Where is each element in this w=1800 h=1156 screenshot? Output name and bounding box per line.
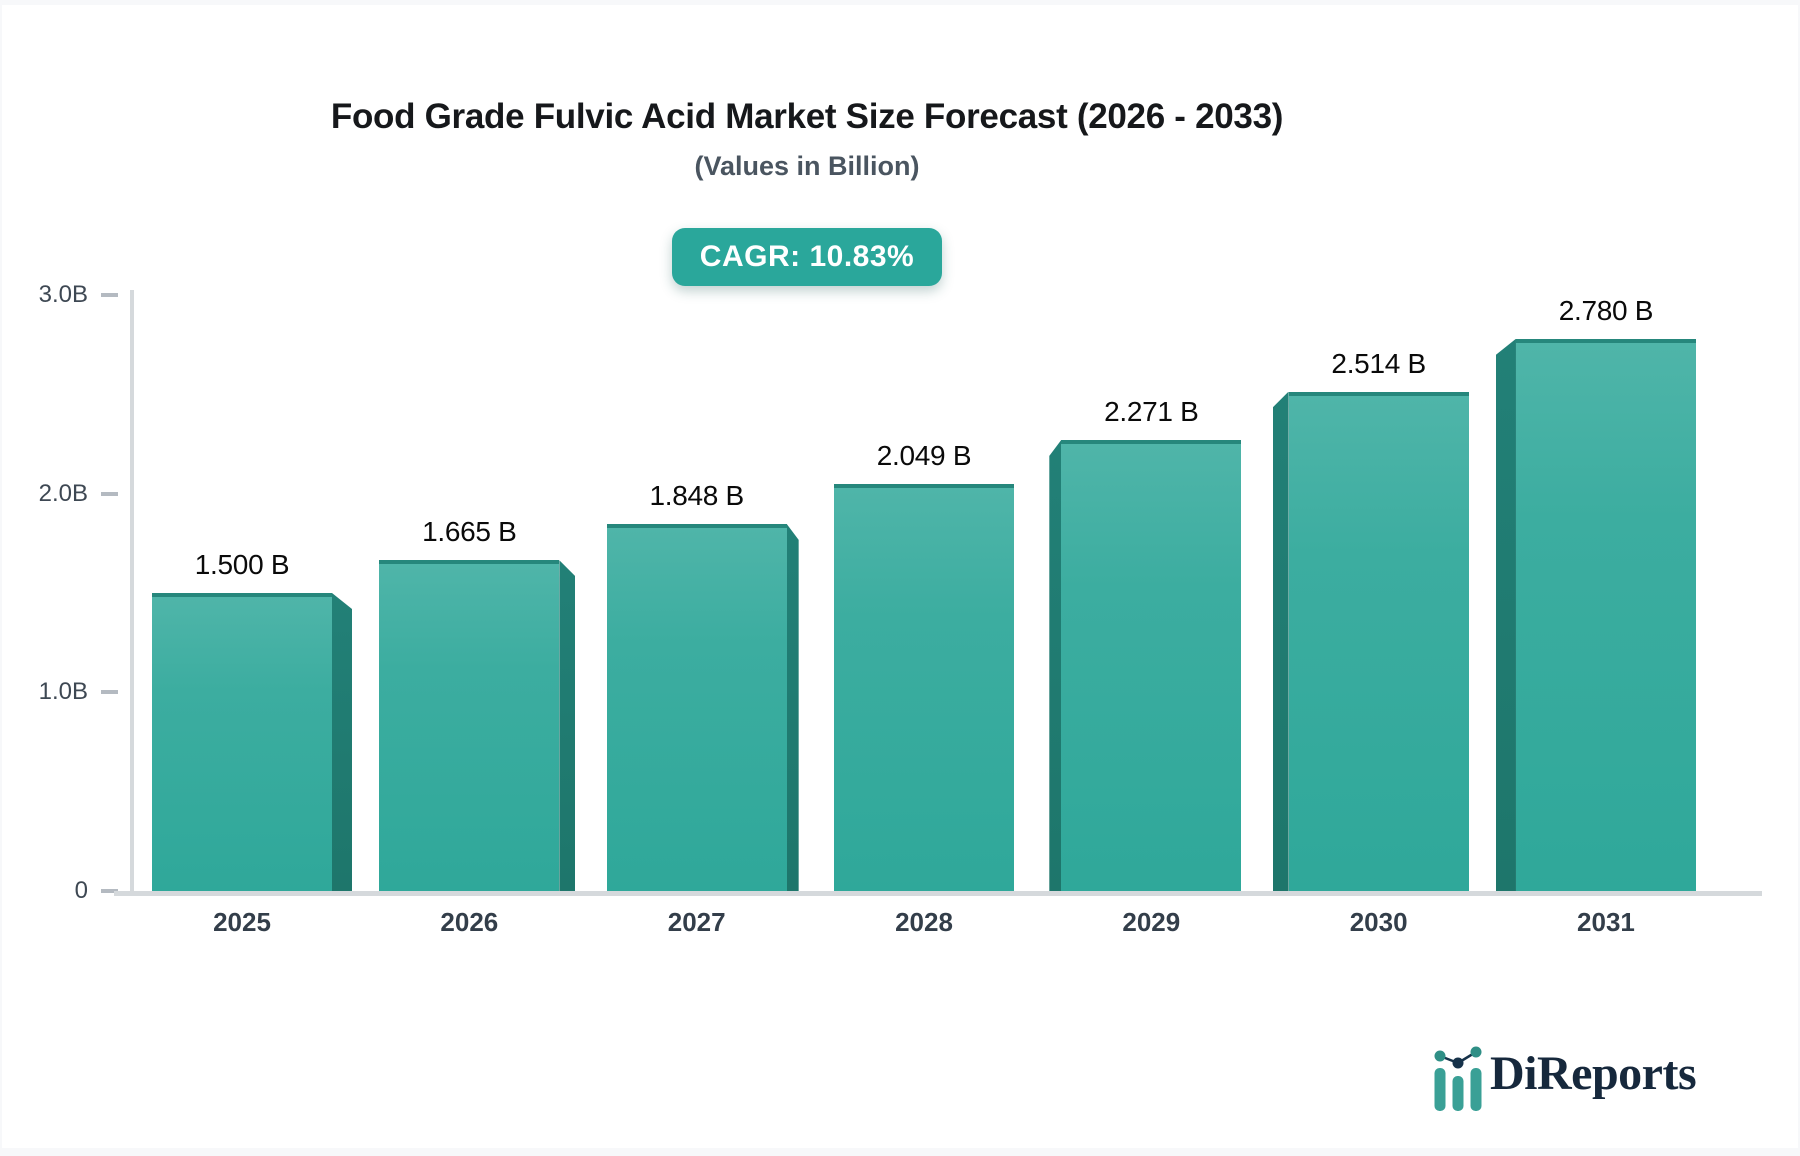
bar: [1495, 338, 1696, 891]
y-tick-dash: [101, 491, 118, 496]
x-axis-line: [114, 891, 1762, 896]
bar: [1272, 391, 1469, 891]
bar: [152, 593, 352, 891]
bar: [1049, 439, 1242, 891]
x-axis-label: 2026: [440, 907, 499, 937]
bar-face: [1061, 439, 1242, 891]
x-axis-label: 2031: [1577, 907, 1635, 937]
bar-side: [1049, 439, 1062, 891]
bar-face: [379, 560, 560, 891]
bar-side: [1272, 391, 1289, 891]
bar-value-label: 2.049 B: [876, 439, 972, 471]
bar-face: [833, 483, 1014, 891]
y-tick-dash: [101, 889, 118, 893]
y-axis-line: [130, 290, 134, 895]
y-tick-label: 0: [74, 877, 88, 904]
bar-face: [152, 593, 332, 891]
bar-side: [559, 560, 576, 891]
bar: [606, 523, 799, 891]
bar-value-label: 1.848 B: [649, 479, 744, 511]
x-axis-label: 2029: [1122, 907, 1181, 937]
chart-subtitle: (Values in Billion): [694, 151, 920, 181]
cagr-badge-wrap: CAGR: 10.83%: [2, 228, 1612, 286]
cagr-badge: CAGR: 10.83%: [671, 228, 943, 286]
x-axis-label: 2027: [667, 907, 726, 937]
bar-face: [606, 523, 787, 891]
brand-logo: DiReports: [1432, 1043, 1782, 1113]
bar-face: [1288, 391, 1469, 891]
bar-value-label: 1.500 B: [194, 549, 290, 580]
chart-card: Food Grade Fulvic Acid Market Size Forec…: [2, 5, 1798, 1148]
y-tick-dash: [101, 293, 118, 297]
y-tick-label: 2.0B: [38, 479, 88, 507]
x-axis-label: 2025: [213, 907, 271, 937]
bar-value-label: 1.665 B: [422, 516, 517, 548]
bar: [833, 483, 1014, 891]
bar-side: [786, 523, 799, 891]
y-tick-dash: [101, 690, 118, 695]
mini-bar-chart-icon: [1434, 1046, 1482, 1111]
brand-logo-text: DiReports: [1490, 1047, 1697, 1100]
bar-side: [1495, 338, 1516, 891]
bar-value-label: 2.514 B: [1331, 347, 1426, 379]
bar-face: [1515, 338, 1696, 891]
bar-value-label: 2.271 B: [1104, 395, 1199, 427]
bar-value-label: 2.780 B: [1558, 294, 1654, 326]
chart-title: Food Grade Fulvic Acid Market Size Forec…: [330, 97, 1284, 136]
bar: [379, 560, 576, 891]
x-axis-label: 2030: [1349, 907, 1408, 937]
bar-side: [332, 593, 352, 891]
y-tick-label: 1.0B: [38, 678, 88, 706]
y-tick-label: 3.0B: [38, 281, 88, 308]
x-axis-label: 2028: [895, 907, 953, 937]
